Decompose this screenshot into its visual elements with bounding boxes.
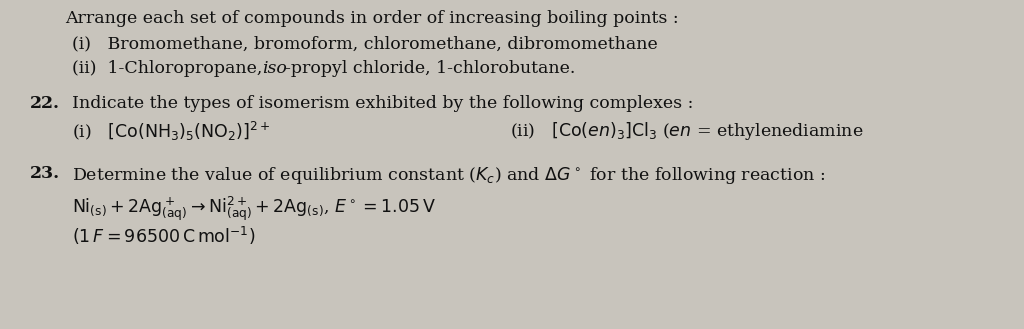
Text: -propyl chloride, 1-chlorobutane.: -propyl chloride, 1-chlorobutane. <box>285 60 575 77</box>
Text: (ii)   $[\mathrm{Co(}en\mathrm{)_3]Cl_3}$ ($en$ = ethylenediamine: (ii) $[\mathrm{Co(}en\mathrm{)_3]Cl_3}$ … <box>510 120 863 142</box>
Text: Determine the value of equilibrium constant ($K_c$) and $\Delta G^\circ$ for the: Determine the value of equilibrium const… <box>72 165 825 186</box>
Text: (i)   Bromomethane, bromoform, chloromethane, dibromomethane: (i) Bromomethane, bromoform, chlorometha… <box>72 35 657 52</box>
Text: Indicate the types of isomerism exhibited by the following complexes :: Indicate the types of isomerism exhibite… <box>72 95 693 112</box>
Text: $(1\,F = 96500\,\mathrm{C\,mol^{-1}})$: $(1\,F = 96500\,\mathrm{C\,mol^{-1}})$ <box>72 225 255 247</box>
Text: (i)   $[\mathrm{Co(NH_3)_5(NO_2)]^{2+}}$: (i) $[\mathrm{Co(NH_3)_5(NO_2)]^{2+}}$ <box>72 120 270 143</box>
Text: Arrange each set of compounds in order of increasing boiling points :: Arrange each set of compounds in order o… <box>65 10 679 27</box>
Text: (ii)  1-Chloropropane,: (ii) 1-Chloropropane, <box>72 60 268 77</box>
Text: 22.: 22. <box>30 95 60 112</box>
Text: iso: iso <box>262 60 287 77</box>
Text: $\mathrm{Ni_{(s)} + 2Ag^+_{(aq)} \rightarrow Ni^{2+}_{(aq)} + 2Ag_{(s)}}$, $E^\c: $\mathrm{Ni_{(s)} + 2Ag^+_{(aq)} \righta… <box>72 195 436 223</box>
Text: 23.: 23. <box>30 165 60 182</box>
